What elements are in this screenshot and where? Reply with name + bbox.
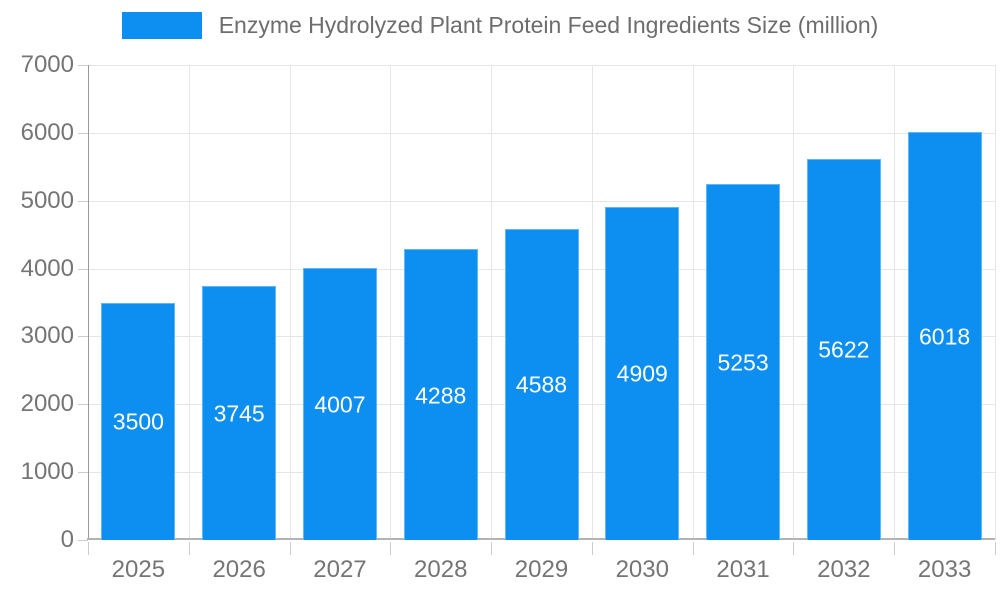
bar-2026[interactable]: 3745 [202,285,277,540]
x-axis-label: 2027 [313,556,367,583]
x-axis-tick [995,542,996,555]
bar-value-label: 4909 [616,360,668,387]
gridline-vertical [995,65,996,540]
y-axis-tick [78,268,88,270]
bar-value-label: 3500 [112,408,164,435]
x-axis-tick [289,542,291,555]
y-axis-tick-label: 4000 [20,254,74,282]
gridline-vertical [591,65,593,540]
bar-2032[interactable]: 5622 [806,158,881,540]
y-axis-tick [78,540,88,541]
x-axis-tick [88,542,89,555]
x-axis-label: 2026 [212,556,266,583]
x-axis-label: 2032 [817,556,871,583]
bar-value-label: 5622 [818,336,870,363]
x-axis-tick [390,542,392,555]
legend-item[interactable]: Enzyme Hydrolyzed Plant Protein Feed Ing… [0,12,1000,39]
bar-2031[interactable]: 5253 [706,183,781,540]
y-axis-tick-label: 3000 [20,322,74,350]
gridline-vertical [793,65,795,540]
x-axis-tick [894,542,896,555]
bar-2033[interactable]: 6018 [907,131,982,540]
gridline-vertical [894,65,896,540]
gridline-vertical [188,65,190,540]
y-axis-tick [78,132,88,134]
y-axis-tick-label: 7000 [20,51,74,78]
bar-2025[interactable]: 3500 [101,302,176,540]
y-axis-tick [78,404,88,406]
y-axis-line [88,65,89,540]
y-axis-tick [78,65,88,66]
y-axis-tick-label: 0 [60,526,74,553]
x-axis-label: 2029 [514,556,569,583]
x-axis-tick [692,542,694,555]
gridline-vertical [390,65,392,540]
bar-2029[interactable]: 4588 [504,228,579,540]
bar-value-label: 4007 [314,391,366,418]
y-axis-tick-label: 2000 [20,390,74,418]
y-axis-tick [78,336,88,338]
bar-value-label: 6018 [919,323,971,350]
bar-2028[interactable]: 4288 [403,249,478,540]
y-axis-tick-label: 5000 [20,186,74,214]
x-axis-tick [793,542,795,555]
y-axis-tick-label: 1000 [20,458,74,486]
gridline-horizontal [88,65,995,66]
legend-label: Enzyme Hydrolyzed Plant Protein Feed Ing… [218,12,879,38]
x-axis-tick [188,542,190,555]
x-axis-label: 2028 [414,556,468,583]
x-axis-label: 2031 [716,556,770,583]
x-axis-tick [591,542,593,555]
bar-2027[interactable]: 4007 [302,268,377,540]
gridline-horizontal [88,200,995,202]
x-axis-tick [491,542,493,555]
legend-swatch [121,12,202,39]
x-axis-label: 2025 [111,556,166,583]
gridline-horizontal [88,132,995,134]
bar-value-label: 5253 [717,349,769,376]
y-axis-tick-label: 6000 [20,118,74,146]
gridline-vertical [491,65,493,540]
plot-area: 0 1000 2000 3000 4000 5000 6000 7000 3500 2025 374… [21,51,996,583]
bar-2030[interactable]: 4909 [605,206,680,540]
y-axis-tick [78,472,88,474]
gridline-vertical [692,65,694,540]
bar-value-label: 4288 [415,382,467,409]
gridline-vertical [289,65,291,540]
x-axis-label: 2033 [917,556,972,583]
x-axis-label: 2030 [615,556,669,583]
bar-value-label: 3745 [213,400,265,427]
bar-value-label: 4588 [515,371,568,398]
y-axis-tick [78,200,88,202]
